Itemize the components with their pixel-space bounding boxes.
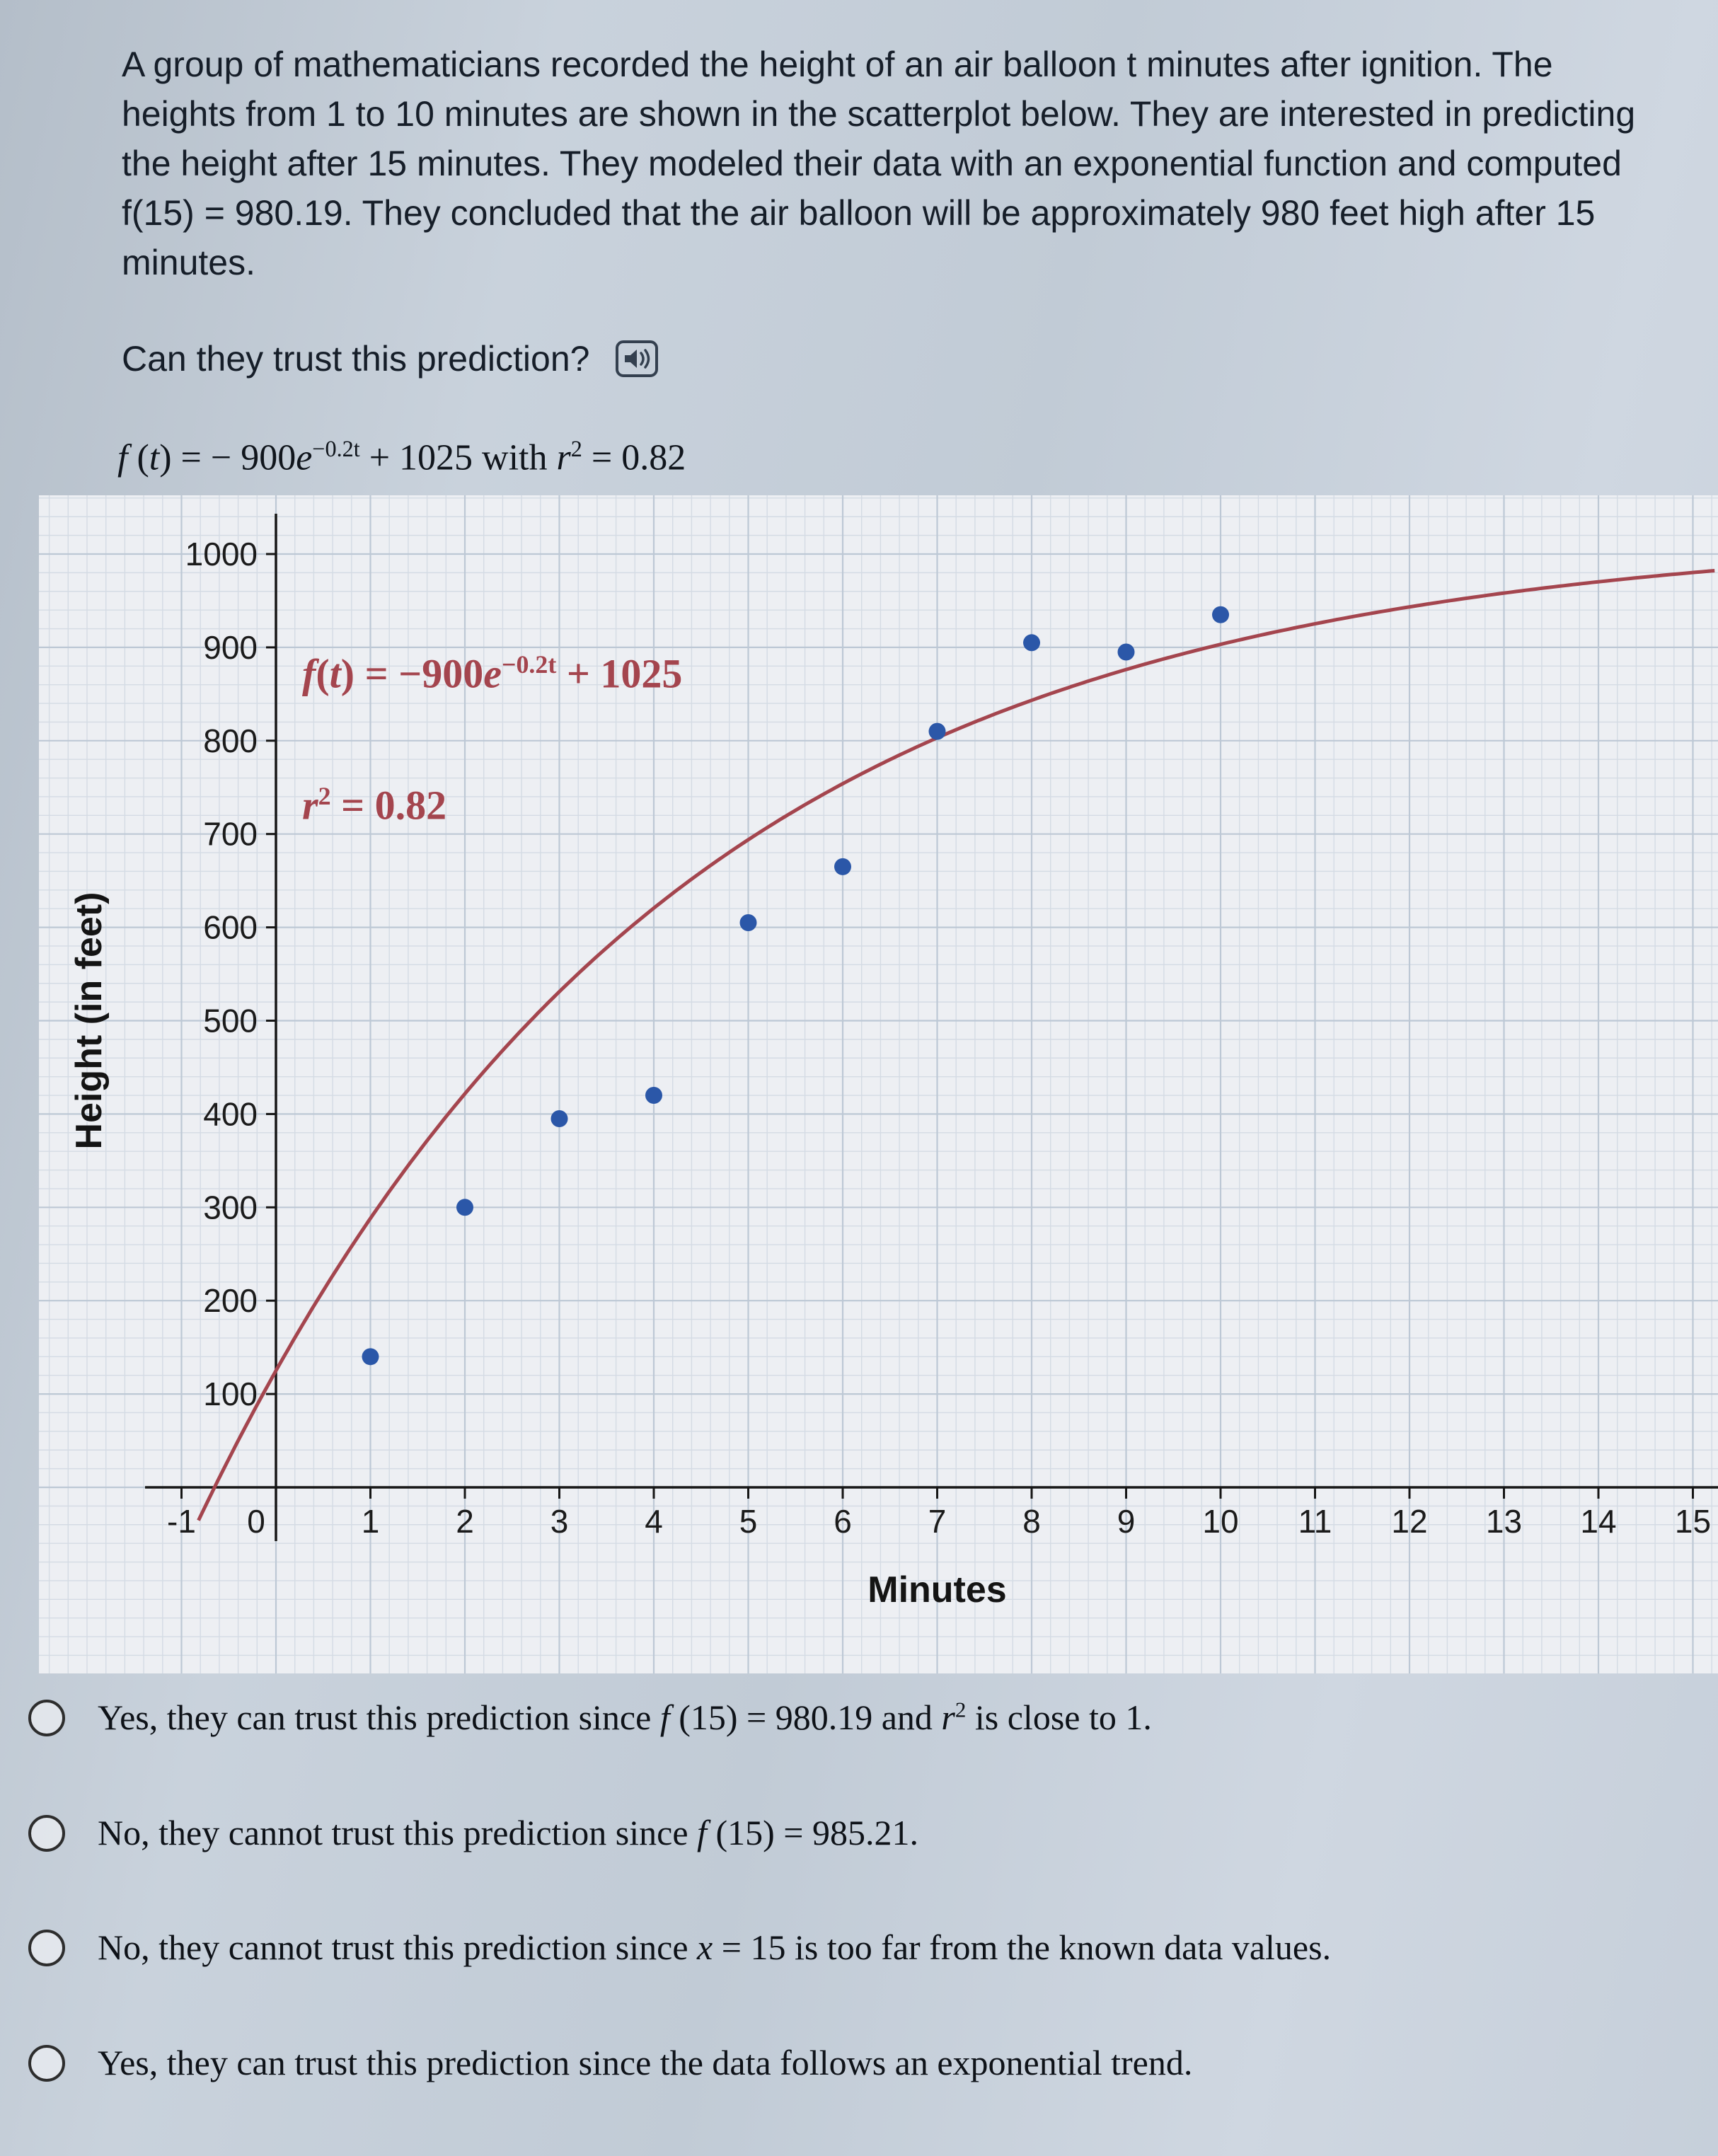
answer-option-3[interactable]: No, they cannot trust this prediction si… xyxy=(28,1925,1684,1970)
svg-text:2: 2 xyxy=(456,1503,474,1540)
option-text-2: No, they cannot trust this prediction si… xyxy=(98,1812,918,1852)
svg-text:12: 12 xyxy=(1391,1503,1427,1540)
data-point xyxy=(1212,606,1229,623)
data-point xyxy=(1023,634,1040,652)
svg-text:7: 7 xyxy=(928,1503,947,1540)
svg-text:300: 300 xyxy=(203,1189,258,1226)
chart-annotation-r2: r2 = 0.82 xyxy=(302,782,447,829)
svg-text:5: 5 xyxy=(739,1503,758,1540)
svg-text:6: 6 xyxy=(834,1503,852,1540)
svg-text:500: 500 xyxy=(203,1003,258,1039)
tick-labels: -1 0 1 2 3 4 5 6 7 8 9 10 11 12 13 14 151002003004005006… xyxy=(69,536,1711,1610)
svg-text:900: 900 xyxy=(203,629,258,666)
speaker-icon[interactable] xyxy=(615,340,659,378)
svg-text:-1: -1 xyxy=(167,1503,196,1540)
prompt-row: Can they trust this prediction? xyxy=(122,338,659,379)
svg-text:0: 0 xyxy=(247,1503,265,1540)
data-point xyxy=(362,1348,379,1366)
radio-button-4[interactable] xyxy=(28,2044,65,2082)
data-point xyxy=(834,858,851,875)
scatter-points xyxy=(362,606,1229,1366)
svg-text:4: 4 xyxy=(645,1503,663,1540)
option-text-1: Yes, they can trust this prediction sinc… xyxy=(98,1697,1152,1737)
answer-option-2[interactable]: No, they cannot trust this prediction si… xyxy=(28,1811,1684,1855)
chart-canvas: -1 0 1 2 3 4 5 6 7 8 9 10 11 12 13 14 151002003004005006… xyxy=(39,495,1718,1673)
svg-text:800: 800 xyxy=(203,722,258,759)
radio-button-2[interactable] xyxy=(28,1814,65,1852)
radio-button-3[interactable] xyxy=(28,1930,65,1966)
data-point xyxy=(456,1199,473,1216)
data-point xyxy=(1117,643,1135,661)
svg-text:13: 13 xyxy=(1486,1503,1522,1540)
question-prompt: Can they trust this prediction? xyxy=(122,339,590,379)
svg-text:14: 14 xyxy=(1580,1503,1616,1540)
svg-text:9: 9 xyxy=(1117,1503,1136,1540)
svg-text:8: 8 xyxy=(1022,1503,1041,1540)
option-text-3: No, they cannot trust this prediction si… xyxy=(98,1927,1332,1967)
model-curve xyxy=(197,569,1715,1521)
svg-text:15: 15 xyxy=(1675,1503,1711,1540)
model-formula: f (t) = − 900e−0.2t + 1025 with r2 = 0.8… xyxy=(117,436,686,478)
answer-options: Yes, they can trust this prediction sinc… xyxy=(28,1695,1684,2155)
answer-option-1[interactable]: Yes, they can trust this prediction sinc… xyxy=(28,1695,1684,1740)
data-point xyxy=(550,1109,568,1127)
y-axis-label: Height (in feet) xyxy=(69,892,110,1150)
data-point xyxy=(739,914,757,932)
minor-grid xyxy=(39,495,1718,1673)
svg-text:200: 200 xyxy=(203,1282,258,1319)
data-point xyxy=(928,722,946,740)
option-text-4: Yes, they can trust this prediction sinc… xyxy=(98,2042,1193,2082)
svg-text:100: 100 xyxy=(203,1376,258,1412)
radio-button-1[interactable] xyxy=(28,1700,65,1736)
svg-text:700: 700 xyxy=(203,816,258,853)
svg-text:10: 10 xyxy=(1202,1503,1238,1540)
question-text: A group of mathematicians recorded the h… xyxy=(122,45,1636,282)
svg-text:1: 1 xyxy=(362,1503,380,1540)
chart-annotation-formula: f(t) = −900e−0.2t + 1025 xyxy=(302,650,683,697)
x-axis-label: Minutes xyxy=(867,1569,1006,1610)
scatterplot: -1 0 1 2 3 4 5 6 7 8 9 10 11 12 13 14 15 100 200 300 400 500 6… xyxy=(39,495,1718,1673)
svg-text:1000: 1000 xyxy=(185,536,258,572)
svg-text:3: 3 xyxy=(550,1503,569,1540)
svg-text:400: 400 xyxy=(203,1095,258,1132)
svg-text:11: 11 xyxy=(1298,1503,1332,1540)
svg-text:600: 600 xyxy=(203,909,258,946)
answer-option-4[interactable]: Yes, they can trust this prediction sinc… xyxy=(28,2041,1684,2085)
data-point xyxy=(645,1087,662,1105)
